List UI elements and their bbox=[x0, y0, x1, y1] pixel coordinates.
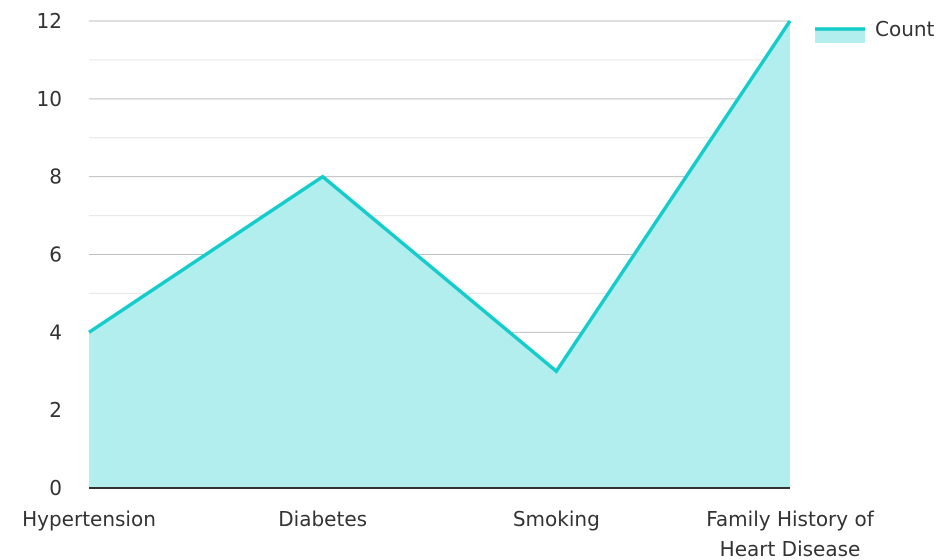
y-tick-label: 0 bbox=[49, 476, 62, 500]
legend-label-count: Count bbox=[875, 17, 935, 41]
x-tick-label: Family History of Heart Disease bbox=[706, 507, 874, 560]
y-tick-label: 8 bbox=[49, 165, 62, 189]
series-line-count bbox=[88, 20, 792, 374]
x-tick-label-line: Diabetes bbox=[278, 507, 367, 531]
y-axis-ticks: 0 2 4 6 8 10 12 bbox=[37, 9, 62, 500]
series-line-layer bbox=[88, 20, 792, 374]
x-tick-label-line: Smoking bbox=[513, 507, 600, 531]
y-tick-label: 2 bbox=[49, 398, 62, 422]
x-tick-label-line: Hypertension bbox=[22, 507, 156, 531]
y-tick-label: 6 bbox=[49, 243, 62, 267]
x-tick-label: Diabetes bbox=[278, 507, 367, 531]
area-fill-layer bbox=[89, 21, 790, 488]
y-tick-label: 4 bbox=[49, 320, 62, 344]
area-fill-count bbox=[89, 21, 790, 488]
x-tick-label: Smoking bbox=[513, 507, 600, 531]
y-tick-label: 10 bbox=[37, 87, 62, 111]
legend: Count bbox=[815, 17, 935, 43]
x-tick-label-line: Heart Disease bbox=[720, 537, 861, 560]
x-tick-label-line: Family History of bbox=[706, 507, 874, 531]
legend-swatch-count bbox=[815, 29, 865, 43]
y-tick-label: 12 bbox=[37, 9, 62, 33]
x-tick-label: Hypertension bbox=[22, 507, 156, 531]
x-axis-ticks: Hypertension Diabetes Smoking Family Histor… bbox=[22, 507, 875, 560]
